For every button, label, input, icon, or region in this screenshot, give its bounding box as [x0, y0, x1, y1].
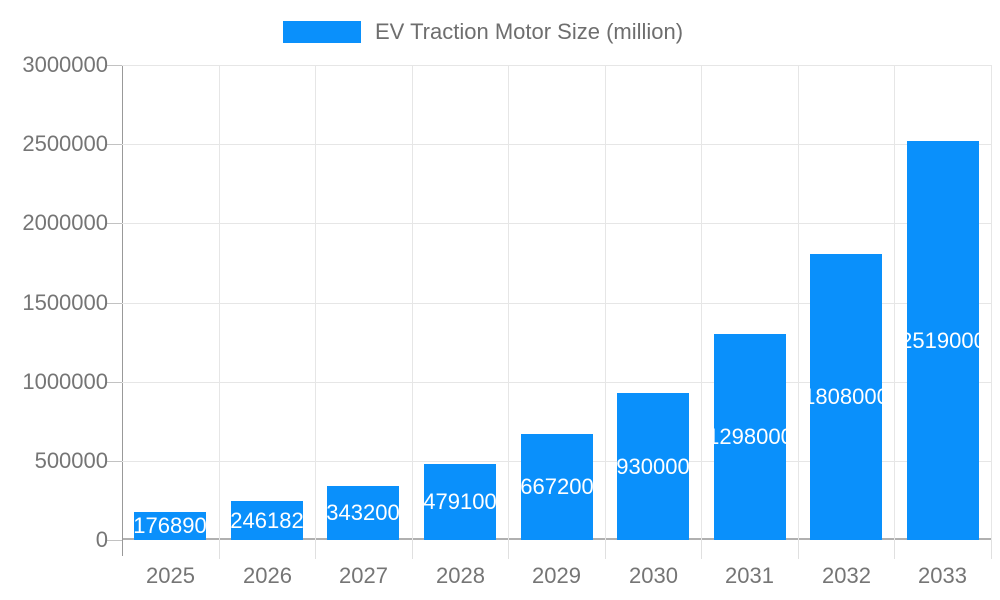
x-axis-label-2028: 2028	[436, 563, 485, 588]
y-axis-tick	[105, 461, 122, 462]
y-axis-tick	[105, 223, 122, 224]
v-gridline	[508, 65, 509, 540]
h-gridline	[122, 223, 991, 224]
x-axis-label-2026: 2026	[243, 563, 292, 588]
y-axis-line	[122, 65, 123, 556]
y-axis-tick	[105, 65, 122, 66]
v-gridline	[219, 65, 220, 540]
v-gridline	[798, 65, 799, 540]
x-axis-tick	[798, 540, 799, 559]
x-axis-label-2032: 2032	[822, 563, 871, 588]
plot-area: 176890 246182 343200 479100 667200 930000 1298…	[105, 65, 992, 559]
y-axis-tick	[105, 382, 122, 383]
x-axis-label-2031: 2031	[725, 563, 774, 588]
bar-2029[interactable]: 667200	[521, 434, 593, 540]
x-axis-label-2025: 2025	[146, 563, 195, 588]
x-axis-tick	[894, 540, 895, 559]
h-gridline	[122, 65, 991, 66]
v-gridline	[605, 65, 606, 540]
bar-value-label: 479100	[424, 489, 496, 514]
v-gridline	[701, 65, 702, 540]
bar-value-label: 1808000	[810, 384, 882, 409]
x-axis-tick	[412, 540, 413, 559]
x-axis-label-2029: 2029	[532, 563, 581, 588]
bar-2033[interactable]: 2519000	[907, 141, 979, 540]
bar-value-label: 667200	[521, 474, 593, 499]
x-axis-label-2027: 2027	[339, 563, 388, 588]
bar-2025[interactable]: 176890	[134, 512, 206, 540]
x-axis-label-2033: 2033	[918, 563, 967, 588]
bar-value-label: 343200	[327, 500, 399, 525]
y-axis-label: 1500000	[22, 290, 108, 315]
bar-2030[interactable]: 930000	[617, 393, 689, 540]
x-axis-tick	[605, 540, 606, 559]
y-axis-label: 2500000	[22, 131, 108, 156]
y-axis-tick	[105, 303, 122, 304]
v-gridline	[315, 65, 316, 540]
h-gridline	[122, 382, 991, 383]
legend-label: EV Traction Motor Size (million)	[375, 19, 684, 44]
bar-value-label: 1298000	[714, 424, 786, 449]
y-axis-tick	[105, 540, 122, 541]
x-axis-tick	[508, 540, 509, 559]
bar-value-label: 176890	[134, 513, 206, 538]
legend-swatch-icon	[283, 21, 361, 43]
bar-2028[interactable]: 479100	[424, 464, 496, 540]
x-axis-tick	[991, 540, 992, 559]
y-axis-label: 0	[95, 527, 108, 552]
y-axis-label: 500000	[34, 448, 108, 473]
h-gridline	[122, 303, 991, 304]
bar-2027[interactable]: 343200	[327, 486, 399, 540]
h-gridline	[122, 144, 991, 145]
v-gridline	[412, 65, 413, 540]
v-gridline	[894, 65, 895, 540]
y-axis-label: 2000000	[22, 210, 108, 235]
y-axis-tick	[105, 144, 122, 145]
y-axis-label: 1000000	[22, 369, 108, 394]
x-axis-label-2030: 2030	[629, 563, 678, 588]
bar-2026[interactable]: 246182	[231, 501, 303, 540]
x-axis-tick	[701, 540, 702, 559]
bar-value-label: 246182	[231, 507, 303, 533]
v-gridline	[991, 65, 992, 540]
bar-value-label: 2519000	[907, 327, 979, 353]
bar-2032[interactable]: 1808000	[810, 254, 882, 540]
bar-2031[interactable]: 1298000	[714, 334, 786, 540]
x-axis-tick	[219, 540, 220, 559]
legend: EV Traction Motor Size (million)	[0, 18, 1000, 48]
y-axis-label: 3000000	[22, 52, 108, 77]
bar-value-label: 930000	[617, 453, 689, 479]
x-axis-tick	[315, 540, 316, 559]
